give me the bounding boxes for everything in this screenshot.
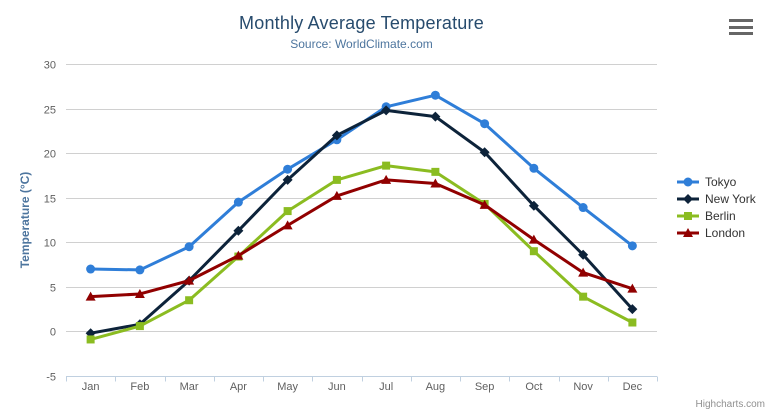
data-point-berlin[interactable] (431, 167, 440, 176)
hamburger-icon[interactable] (729, 19, 753, 35)
series-line-new-york (89, 108, 634, 335)
data-point-tokyo[interactable] (283, 164, 293, 174)
yaxis-label: 20 (44, 149, 56, 161)
legend-item-london[interactable]: London (676, 225, 756, 240)
xaxis-label: Jul (379, 381, 393, 393)
data-point-london[interactable] (479, 199, 490, 209)
legend-marker-circle-icon (677, 177, 699, 186)
legend-marker-diamond-icon (677, 193, 699, 204)
legend-label: Berlin (705, 208, 736, 223)
data-point-london[interactable] (85, 291, 96, 301)
data-point-new-york[interactable] (528, 200, 539, 211)
data-point-tokyo[interactable] (430, 90, 440, 100)
xaxis-label: Apr (230, 381, 247, 393)
data-point-london[interactable] (331, 190, 342, 200)
hamburger-bar (729, 19, 753, 22)
xaxis-label: May (277, 381, 298, 393)
series-line-berlin (89, 164, 634, 341)
data-point-tokyo[interactable] (529, 163, 539, 173)
xaxis-label: Jun (328, 381, 346, 393)
data-point-new-york[interactable] (381, 105, 392, 116)
yaxis-label: 15 (44, 194, 56, 206)
hamburger-bar (729, 32, 753, 35)
legend-item-tokyo[interactable]: Tokyo (676, 174, 756, 189)
data-point-london[interactable] (528, 234, 539, 244)
legend: Tokyo New York Berlin London (676, 174, 756, 240)
xaxis-label: Aug (426, 381, 446, 393)
data-point-tokyo[interactable] (135, 265, 145, 275)
data-point-berlin[interactable] (86, 335, 95, 344)
yaxis-label: 25 (44, 105, 56, 117)
legend-marker-square-icon (677, 211, 699, 220)
data-point-berlin[interactable] (332, 175, 341, 184)
data-point-london[interactable] (233, 250, 244, 260)
xaxis-label: Jan (82, 381, 100, 393)
data-point-new-york[interactable] (627, 304, 638, 315)
data-point-berlin[interactable] (283, 207, 292, 216)
legend-item-new-york[interactable]: New York (676, 191, 756, 206)
chart-subtitle: Source: WorldClimate.com (290, 37, 433, 51)
data-point-tokyo[interactable] (480, 119, 490, 129)
legend-label: New York (705, 191, 756, 206)
chart-title: Monthly Average Temperature (239, 13, 484, 33)
data-point-new-york[interactable] (479, 147, 490, 158)
data-point-london[interactable] (184, 275, 195, 285)
xaxis-label: Feb (130, 381, 149, 393)
data-point-london[interactable] (430, 178, 441, 188)
legend-label: Tokyo (705, 174, 737, 189)
data-point-new-york[interactable] (430, 111, 441, 122)
yaxis-label: 5 (50, 283, 56, 295)
data-point-berlin[interactable] (529, 247, 538, 256)
data-point-tokyo[interactable] (627, 241, 637, 251)
data-point-new-york[interactable] (578, 249, 589, 260)
data-point-berlin[interactable] (579, 292, 588, 301)
data-point-london[interactable] (282, 220, 293, 230)
data-point-tokyo[interactable] (86, 264, 96, 274)
data-point-new-york[interactable] (331, 130, 342, 141)
yaxis-title: Temperature (°C) (18, 171, 32, 269)
xaxis-label: Nov (573, 381, 593, 393)
hamburger-bar (729, 25, 753, 29)
data-point-london[interactable] (578, 267, 589, 277)
data-point-london[interactable] (381, 174, 392, 184)
xaxis-label: Sep (475, 381, 495, 393)
credits-link[interactable]: Highcharts.com (695, 399, 765, 410)
legend-label: London (705, 225, 746, 240)
data-point-london[interactable] (134, 288, 145, 298)
data-point-tokyo[interactable] (233, 197, 243, 207)
xaxis-label: Dec (623, 381, 643, 393)
yaxis-label: 30 (44, 60, 56, 72)
data-point-berlin[interactable] (382, 161, 391, 170)
data-point-new-york[interactable] (233, 225, 244, 236)
data-point-london[interactable] (627, 283, 638, 293)
yaxis-label: 0 (50, 327, 56, 339)
data-point-berlin[interactable] (135, 322, 144, 331)
xaxis-label: Oct (525, 381, 542, 393)
legend-marker-triangle-icon (677, 227, 699, 237)
yaxis-label: -5 (46, 372, 56, 384)
data-point-new-york[interactable] (282, 174, 293, 185)
data-point-berlin[interactable] (185, 296, 194, 305)
data-point-tokyo[interactable] (578, 203, 588, 213)
data-point-berlin[interactable] (628, 318, 637, 327)
yaxis-label: 10 (44, 238, 56, 250)
xaxis-label: Mar (180, 381, 199, 393)
series-line-london (89, 178, 634, 299)
legend-item-berlin[interactable]: Berlin (676, 208, 756, 223)
data-point-tokyo[interactable] (184, 242, 194, 252)
